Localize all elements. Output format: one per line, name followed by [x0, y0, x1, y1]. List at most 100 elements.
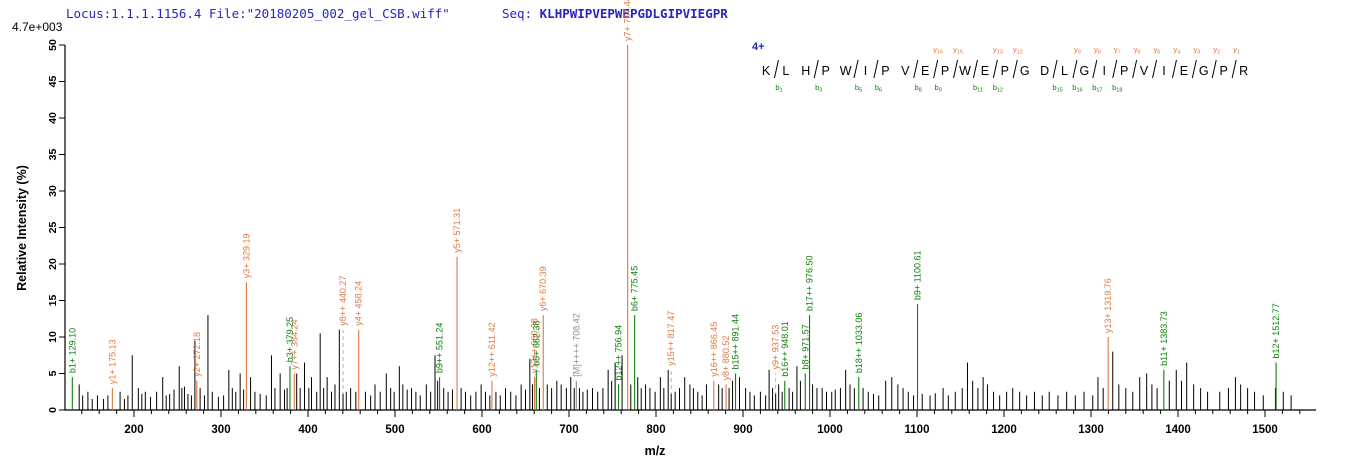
cleavage-mark [873, 59, 879, 79]
cleavage-mark [1191, 59, 1197, 79]
residue-letter: G [1020, 64, 1030, 78]
residue-letter: L [782, 64, 789, 78]
x-tick-label: 400 [298, 424, 317, 436]
b-ion-label: b18 [1112, 83, 1122, 94]
y-tick-label: 50 [47, 39, 59, 51]
b-ion-label: b11 [973, 83, 983, 94]
peak-label: y8+ 880.52 [721, 336, 731, 381]
peak-label: [M]++++ 708.42 [571, 313, 581, 377]
cleavage-mark [1211, 59, 1217, 79]
peak-label: y8++ 440.27 [338, 276, 348, 326]
x-tick-label: 500 [385, 424, 404, 436]
residue-letter: K [762, 64, 771, 78]
x-tick-label: 1500 [1252, 424, 1278, 436]
y-ion-label: y6 [1134, 45, 1141, 56]
cleavage-mark [1112, 59, 1118, 79]
residue-letter: E [1180, 64, 1188, 78]
sequence-header: Seq: KLHPWIPVEPWEPGDLGIPVIEGPR [502, 6, 728, 21]
residue-letter: G [1080, 64, 1090, 78]
y-ion-label: y12 [1013, 45, 1023, 56]
x-tick-label: 1200 [991, 424, 1017, 436]
y-ion-label: y8 [1094, 45, 1101, 56]
x-tick-label: 700 [559, 424, 578, 436]
residue-letter: L [1061, 64, 1068, 78]
cleavage-mark [1012, 59, 1018, 79]
x-tick-label: 300 [211, 424, 230, 436]
b-ion-label: b1 [775, 83, 782, 94]
y-ion-label: y2 [1213, 45, 1220, 56]
y-tick-label: 40 [47, 112, 59, 124]
x-tick-label: 900 [733, 424, 752, 436]
residue-letter: I [1103, 64, 1106, 78]
peak-label: y9+ 937.53 [771, 325, 781, 370]
y-ion-label: y15 [953, 45, 963, 56]
residue-letter: P [822, 64, 830, 78]
residue-letter: E [981, 64, 989, 78]
x-tick-label: 1100 [905, 424, 930, 436]
y-tick-label: 20 [47, 258, 59, 270]
peak-label: y2+ 272.18 [192, 332, 202, 377]
residue-letter: W [959, 64, 971, 78]
y-ion-label: y16 [933, 45, 943, 56]
peak-label: b15++ 891.44 [731, 314, 741, 370]
cleavage-mark [933, 59, 939, 79]
peak-label: y13+ 1319.76 [1103, 278, 1113, 333]
y-ion-label: y13 [993, 45, 1003, 56]
peak-label: y5+ 571.31 [452, 208, 462, 253]
peak-label: y7++ 384.24 [289, 319, 299, 369]
b-ion-label: b6 [875, 83, 882, 94]
background-peaks [78, 315, 1292, 410]
peak-label: y4+ 458.24 [354, 281, 364, 326]
residue-letter: V [1140, 64, 1149, 78]
y-ion-label: y7 [1114, 45, 1121, 56]
residue-letter: P [941, 64, 949, 78]
peak-label: b16++ 948.01 [780, 321, 790, 377]
y-axis-title: Relative Intensity (%) [15, 165, 29, 291]
y-tick-label: 0 [47, 407, 59, 413]
y-ion-label: y1 [1233, 45, 1240, 56]
annotated-peaks: b1+ 129.10 y1+ 175.13 y2+ 272.18 y3+ 329.19… [67, 0, 1281, 410]
cleavage-mark [972, 59, 978, 79]
y-tick-label: 5 [47, 370, 59, 376]
peak-label: b6+ 775.45 [630, 266, 640, 311]
y-tick-label: 25 [47, 222, 59, 234]
peak-label: y7+ 767.44 [623, 0, 633, 41]
y-tick-label: 15 [47, 295, 59, 307]
b-ion-label: b12 [993, 83, 1003, 94]
peak-label: b8+ 971.57 [800, 324, 810, 369]
residue-letter: I [1162, 64, 1165, 78]
max-intensity-label: 4.7e+003 [12, 20, 63, 34]
b-ion-label: b16 [1072, 83, 1082, 94]
precursor-charge-label: 4+ [752, 41, 765, 53]
b-ion-label: b17 [1092, 83, 1102, 94]
cleavage-mark [773, 59, 779, 79]
peak-label: b12+ 1512.77 [1271, 303, 1281, 358]
peak-label: y1+ 175.13 [107, 339, 117, 384]
cleavage-mark [992, 59, 998, 79]
cleavage-mark [913, 59, 919, 79]
y-tick-label: 45 [47, 76, 59, 88]
residue-letter: D [1040, 64, 1049, 78]
residue-letter: V [901, 64, 910, 78]
cleavage-mark [1092, 59, 1098, 79]
residue-letter: R [1239, 64, 1248, 78]
x-tick-label: 600 [472, 424, 491, 436]
cleavage-mark [1171, 59, 1177, 79]
x-tick-label: 1300 [1078, 424, 1104, 436]
peak-label: b9++ 551.24 [435, 323, 445, 374]
y-ion-label: y3 [1193, 45, 1200, 56]
peak-label: b5+ 662.38 [531, 321, 541, 366]
b-ion-label: b8 [915, 83, 922, 94]
peak-label: b17++ 976.50 [805, 256, 815, 312]
x-tick-label: 1000 [817, 424, 843, 436]
peak-label: b11+ 1383.73 [1159, 311, 1169, 366]
cleavage-mark [1152, 59, 1158, 79]
b-ion-label: b9 [935, 83, 942, 94]
residue-letter: H [801, 64, 810, 78]
peak-label: b12++ 756.94 [614, 325, 624, 381]
peak-label: y13++ 660.38 [530, 318, 540, 373]
cleavage-mark [1231, 59, 1237, 79]
cleavage-mark [1052, 59, 1058, 79]
cleavage-mark [813, 59, 819, 79]
